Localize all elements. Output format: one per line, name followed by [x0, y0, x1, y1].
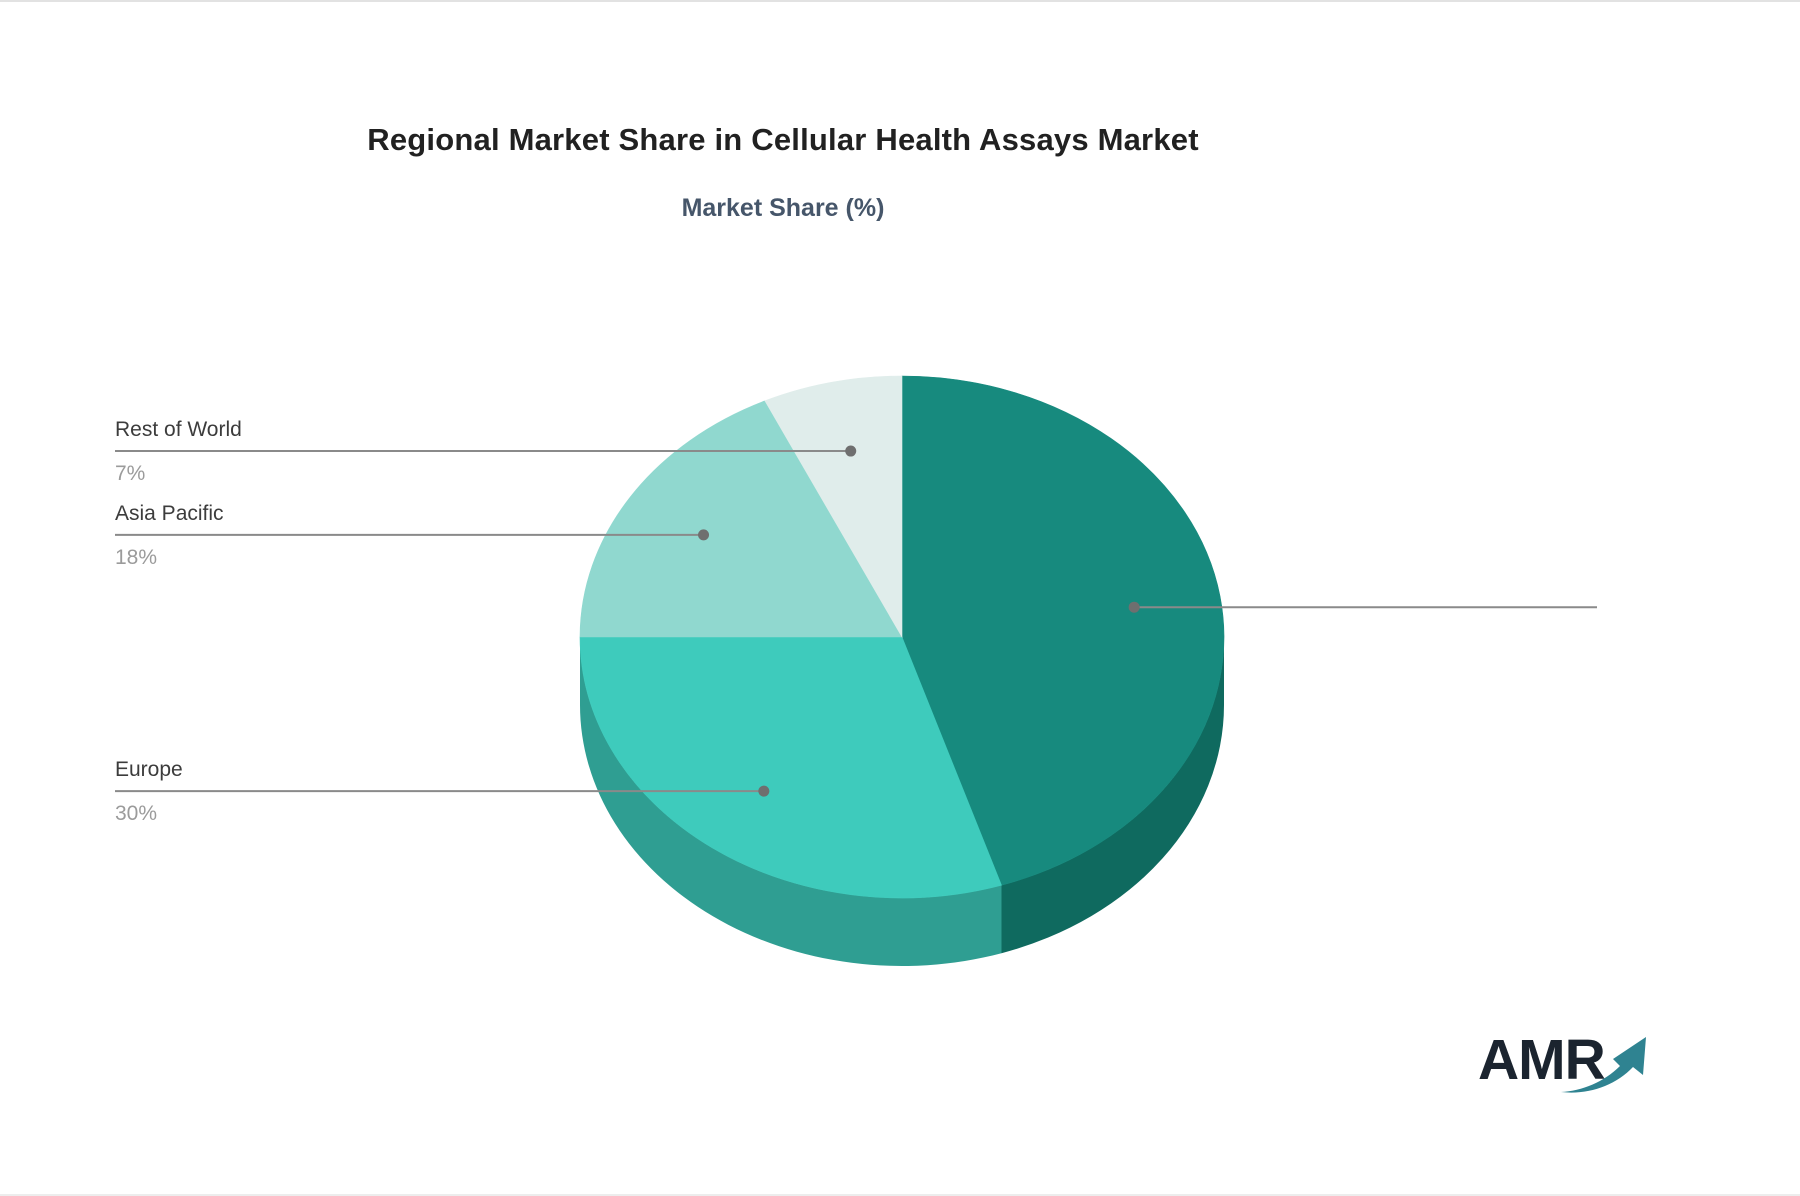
amr-logo-text: AMR — [1478, 1028, 1606, 1092]
leader-dot-north-america — [1128, 601, 1140, 613]
slice-label-value: 30% — [115, 802, 158, 826]
leader-dot-europe — [758, 785, 770, 797]
slice-label-value: 7% — [115, 462, 146, 486]
slice-label-value: 18% — [115, 545, 158, 569]
chart-subtitle: Market Share (%) — [681, 194, 885, 222]
slice-label-name: Asia Pacific — [115, 501, 224, 525]
pie-slice-europe — [579, 636, 1002, 899]
leader-dot-asia-pacific — [698, 529, 710, 541]
pie-slice-north-america — [901, 375, 1225, 886]
pie-slice-side-north-america — [1001, 637, 1224, 954]
slice-label-name: Rest of World — [115, 418, 242, 442]
leader-dot-rest-of-world — [845, 445, 857, 457]
slice-label-name: Europe — [115, 758, 183, 782]
pie-slice-side-europe — [579, 637, 1002, 966]
pie-slice-rest-of-world — [764, 375, 903, 639]
pie-slice-asia-pacific — [579, 400, 903, 638]
growth-arrow-icon — [1561, 1037, 1646, 1093]
chart-title: Regional Market Share in Cellular Health… — [367, 122, 1199, 157]
amr-logo: AMR — [1478, 1030, 1658, 1110]
